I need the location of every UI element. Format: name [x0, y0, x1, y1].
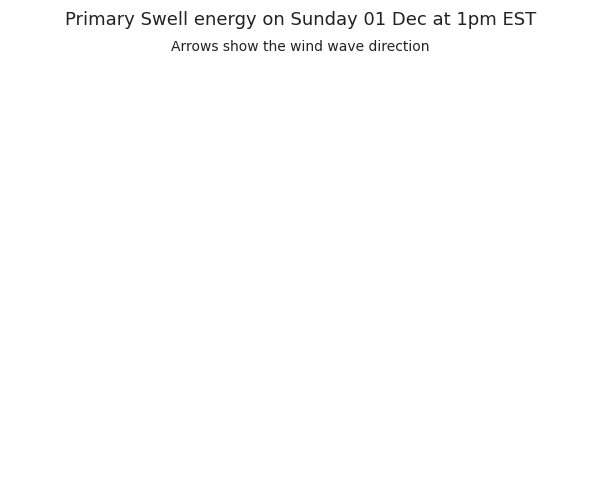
Text: Primary Swell energy on Sunday 01 Dec at 1pm EST: Primary Swell energy on Sunday 01 Dec at…: [65, 12, 536, 29]
Text: Map requires cartopy: Map requires cartopy: [197, 263, 404, 282]
Text: Arrows show the wind wave direction: Arrows show the wind wave direction: [171, 40, 430, 54]
